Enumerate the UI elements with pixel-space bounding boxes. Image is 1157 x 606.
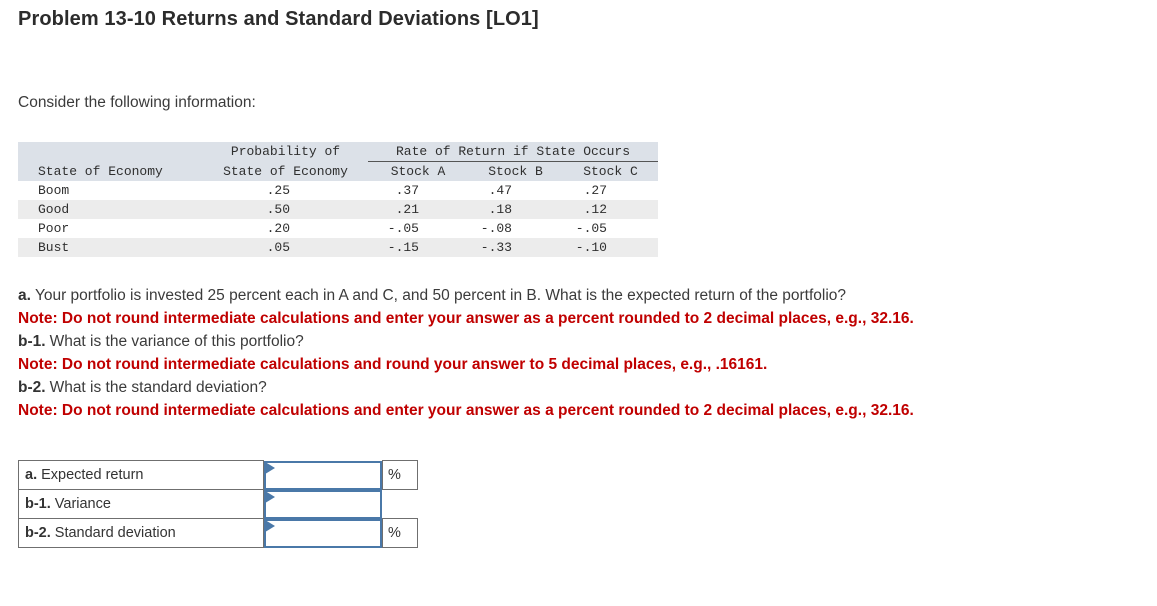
question-a: a. Your portfolio is invested 25 percent … (18, 284, 1157, 307)
header-rate-of-return: Rate of Return if State Occurs (368, 142, 658, 162)
state-cell: Good (38, 202, 70, 217)
stock-b-cell: .47 (488, 183, 512, 198)
stock-b-cell: .18 (488, 202, 512, 217)
answer-row-standard-deviation: b-2. Standard deviation % (18, 518, 418, 548)
stock-c-cell: -.05 (575, 221, 607, 236)
table-row: Poor .20 -.05 -.08 -.05 (18, 219, 658, 238)
question-a-note: Note: Do not round intermediate calculat… (18, 310, 914, 327)
header-probability-of: Probability of (203, 142, 368, 162)
answer-row-label: b-2. Standard deviation (18, 518, 264, 548)
info-table-header-row-top: Probability of Rate of Return if State O… (18, 142, 658, 162)
questions-block: a. Your portfolio is invested 25 percent … (18, 284, 1157, 422)
question-b2-text: What is the standard deviation? (49, 379, 267, 396)
stock-c-cell: .27 (583, 183, 607, 198)
variance-cell (264, 489, 383, 519)
expected-return-input-box (264, 460, 382, 490)
state-cell: Poor (38, 221, 70, 236)
question-b2-note: Note: Do not round intermediate calculat… (18, 402, 914, 419)
page-title: Problem 13-10 Returns and Standard Devia… (18, 8, 539, 30)
percent-label: % (382, 518, 418, 548)
question-b1-label: b-1. (18, 333, 46, 350)
info-table: Probability of Rate of Return if State O… (18, 142, 658, 257)
question-b1: b-1. What is the variance of this portfol… (18, 330, 1157, 353)
expected-return-cell (264, 460, 383, 490)
table-row: Boom .25 .37 .47 .27 (18, 181, 658, 200)
stock-a-cell: .21 (395, 202, 419, 217)
answer-row-label: b-1. Variance (18, 489, 264, 519)
standard-deviation-cell (264, 518, 383, 548)
info-table-header-row-bottom: State of Economy State of Economy Stock … (18, 161, 658, 181)
question-a-text: Your portfolio is invested 25 percent ea… (34, 287, 847, 304)
question-a-label: a. (18, 287, 31, 304)
header-empty-cell (18, 142, 203, 162)
question-b1-note: Note: Do not round intermediate calculat… (18, 356, 768, 373)
answer-row-label: a. Expected return (18, 460, 264, 490)
stock-b-cell: -.08 (480, 221, 512, 236)
answer-row-expected-return: a. Expected return % (18, 460, 418, 490)
header-state-of-economy: State of Economy (18, 161, 203, 181)
intro-text: Consider the following information: (18, 94, 256, 111)
stock-a-cell: -.15 (387, 240, 419, 255)
question-b2-label: b-2. (18, 379, 46, 396)
standard-deviation-input[interactable] (266, 520, 380, 546)
probability-cell: .20 (266, 221, 290, 236)
stock-a-cell: .37 (395, 183, 419, 198)
problem-page: Problem 13-10 Returns and Standard Devia… (18, 8, 1157, 548)
header-stock-a: Stock A (368, 161, 468, 181)
header-probability-state-of-economy: State of Economy (203, 161, 368, 181)
table-row: Bust .05 -.15 -.33 -.10 (18, 238, 658, 257)
table-row: Good .50 .21 .18 .12 (18, 200, 658, 219)
percent-label: % (382, 460, 418, 490)
probability-cell: .50 (266, 202, 290, 217)
variance-input[interactable] (266, 491, 380, 517)
empty-unit-cell (383, 490, 418, 519)
stock-c-cell: .12 (583, 202, 607, 217)
answer-table: a. Expected return % b-1. Variance (18, 460, 418, 548)
stock-b-cell: -.33 (480, 240, 512, 255)
state-cell: Bust (38, 240, 70, 255)
header-stock-c: Stock C (563, 161, 658, 181)
probability-cell: .05 (266, 240, 290, 255)
question-b1-text: What is the variance of this portfolio? (49, 333, 304, 350)
stock-a-cell: -.05 (387, 221, 419, 236)
expected-return-input[interactable] (266, 462, 380, 488)
answer-row-variance: b-1. Variance (18, 489, 418, 519)
stock-c-cell: -.10 (575, 240, 607, 255)
probability-cell: .25 (266, 183, 290, 198)
standard-deviation-input-box (264, 518, 382, 548)
question-b2: b-2. What is the standard deviation? (18, 376, 1157, 399)
state-cell: Boom (38, 183, 70, 198)
variance-input-box (264, 489, 382, 519)
header-stock-b: Stock B (468, 161, 563, 181)
